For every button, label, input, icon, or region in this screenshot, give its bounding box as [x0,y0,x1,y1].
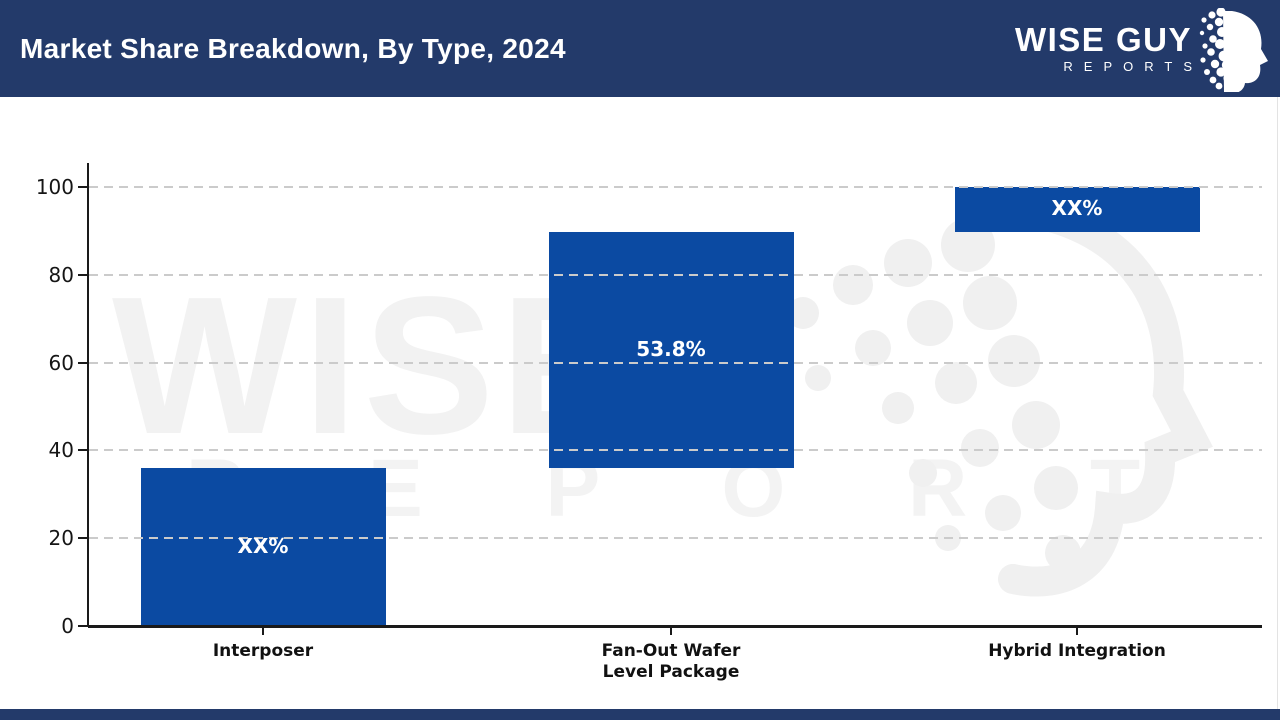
header-bar: Market Share Breakdown, By Type, 2024 WI… [0,0,1280,97]
gridline [89,361,1262,364]
watermark-face-icon [787,200,1213,597]
watermark-text: WISE [112,256,637,475]
y-tick-mark [78,537,87,540]
x-tick-mark [670,627,672,635]
brand-subtitle: REPORTS [1063,59,1203,74]
brand-name: WISE GUY [1014,21,1192,58]
gridline [89,537,1262,540]
y-axis-line [87,163,89,627]
bar-value-label: 53.8% [636,336,706,361]
y-tick-label: 80 [48,262,74,287]
x-tick-mark [1076,627,1078,635]
brand-logo: WISE GUY REPORTS [1002,4,1270,94]
x-category-label: Fan-Out Wafer Level Package [601,641,741,682]
y-tick-mark [78,449,87,452]
x-tick-mark [262,627,264,635]
plot-area: 0 20 40 60 80 100 XX% Interposer 53.8% Fan-Out Wa… [0,97,1280,709]
chart-border-line [1277,97,1278,709]
y-tick-label: 0 [61,614,74,638]
bar-hybrid-integration [954,187,1200,232]
x-axis-line [88,625,1262,628]
y-tick-mark [78,625,87,627]
y-tick-label: 20 [48,526,74,551]
x-category-label: Hybrid Integration [988,641,1166,661]
brand-logo-text: WISE GUY REPORTS [1014,21,1192,75]
chart-title: Market Share Breakdown, By Type, 2024 [20,33,566,64]
gridline [89,273,1262,276]
bar-value-label: XX% [1051,196,1103,221]
bar-interposer [140,467,386,626]
y-tick-mark [78,273,87,276]
bar-value-label: XX% [237,533,289,558]
gridline [89,449,1262,452]
footer-bar [0,709,1280,720]
y-tick-label: 100 [35,175,74,199]
y-tick-mark [78,361,87,364]
brand-face-icon [1199,8,1268,92]
gridline [89,186,1262,188]
bar-fan-out-wafer [548,231,794,468]
y-tick-mark [78,186,87,188]
x-category-label: Interposer [212,641,314,661]
y-tick-label: 40 [48,438,74,463]
y-tick-label: 60 [48,350,74,375]
